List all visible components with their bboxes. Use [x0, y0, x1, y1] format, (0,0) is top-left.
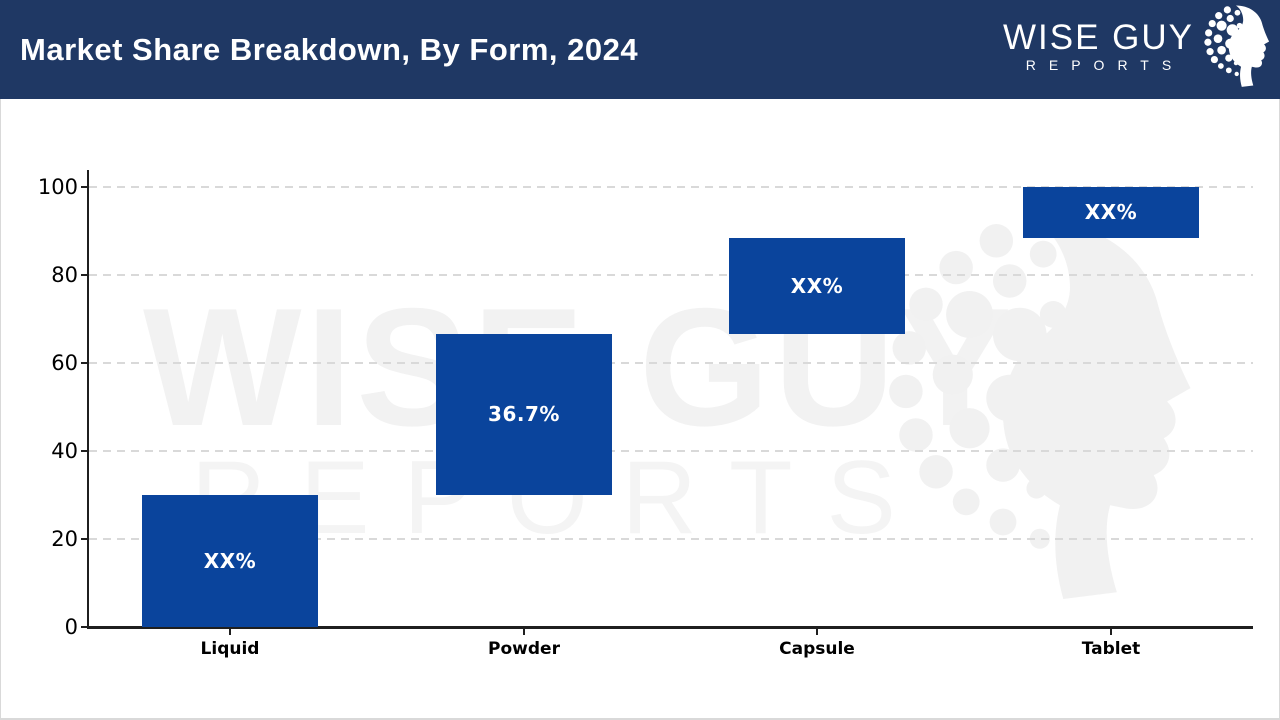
x-axis-label-tablet: Tablet — [1081, 639, 1141, 659]
y-axis-label-80: 80 — [51, 263, 78, 287]
y-axis-label-100: 100 — [37, 175, 78, 199]
chart-title: Market Share Breakdown, By Form, 2024 — [20, 31, 639, 67]
y-axis-label-0: 0 — [64, 615, 78, 639]
y-axis-tick-100 — [81, 186, 88, 188]
x-axis-label-capsule: Capsule — [779, 639, 855, 659]
x-axis-line — [87, 626, 1253, 629]
gridline-y40 — [89, 450, 1253, 452]
x-axis-tick-tablet — [1110, 629, 1112, 635]
bar-liquid: XX% — [142, 495, 318, 627]
header-bar: Market Share Breakdown, By Form, 2024 WI… — [0, 0, 1280, 99]
y-axis-tick-20 — [81, 538, 88, 540]
x-axis-tick-powder — [523, 629, 525, 635]
bar-value-label-tablet: XX% — [1084, 200, 1138, 225]
x-axis-tick-capsule — [816, 629, 818, 635]
bar-tablet: XX% — [1023, 187, 1199, 238]
gridline-y100 — [89, 186, 1253, 188]
y-axis-line — [87, 170, 89, 629]
bar-value-label-powder: 36.7% — [488, 402, 560, 427]
y-axis-tick-40 — [81, 450, 88, 452]
bar-value-label-liquid: XX% — [203, 549, 257, 573]
y-axis-label-40: 40 — [51, 439, 78, 463]
y-axis-label-60: 60 — [51, 351, 78, 375]
wiseguy-logo: WISE GUY REPORTS — [1003, 4, 1272, 87]
gridline-y20 — [89, 538, 1253, 540]
gridline-y80 — [89, 274, 1253, 276]
x-axis-label-liquid: Liquid — [200, 639, 260, 659]
logo-wordmark-main: WISE GUY — [1002, 17, 1194, 57]
logo-wordmark-sub: REPORTS — [1025, 56, 1185, 73]
bar-value-label-capsule: XX% — [790, 273, 844, 298]
y-axis-tick-60 — [81, 362, 88, 364]
logo-wordmark: WISE GUY REPORTS — [1002, 17, 1194, 73]
x-axis-label-powder: Powder — [488, 639, 560, 659]
bar-powder: 36.7% — [436, 333, 612, 495]
bar-capsule: XX% — [729, 237, 905, 334]
x-axis-tick-liquid — [229, 629, 231, 635]
y-axis-label-20: 20 — [51, 527, 78, 551]
gridline-y60 — [89, 362, 1253, 364]
y-axis-tick-0 — [81, 626, 88, 628]
y-axis-tick-80 — [81, 274, 88, 276]
